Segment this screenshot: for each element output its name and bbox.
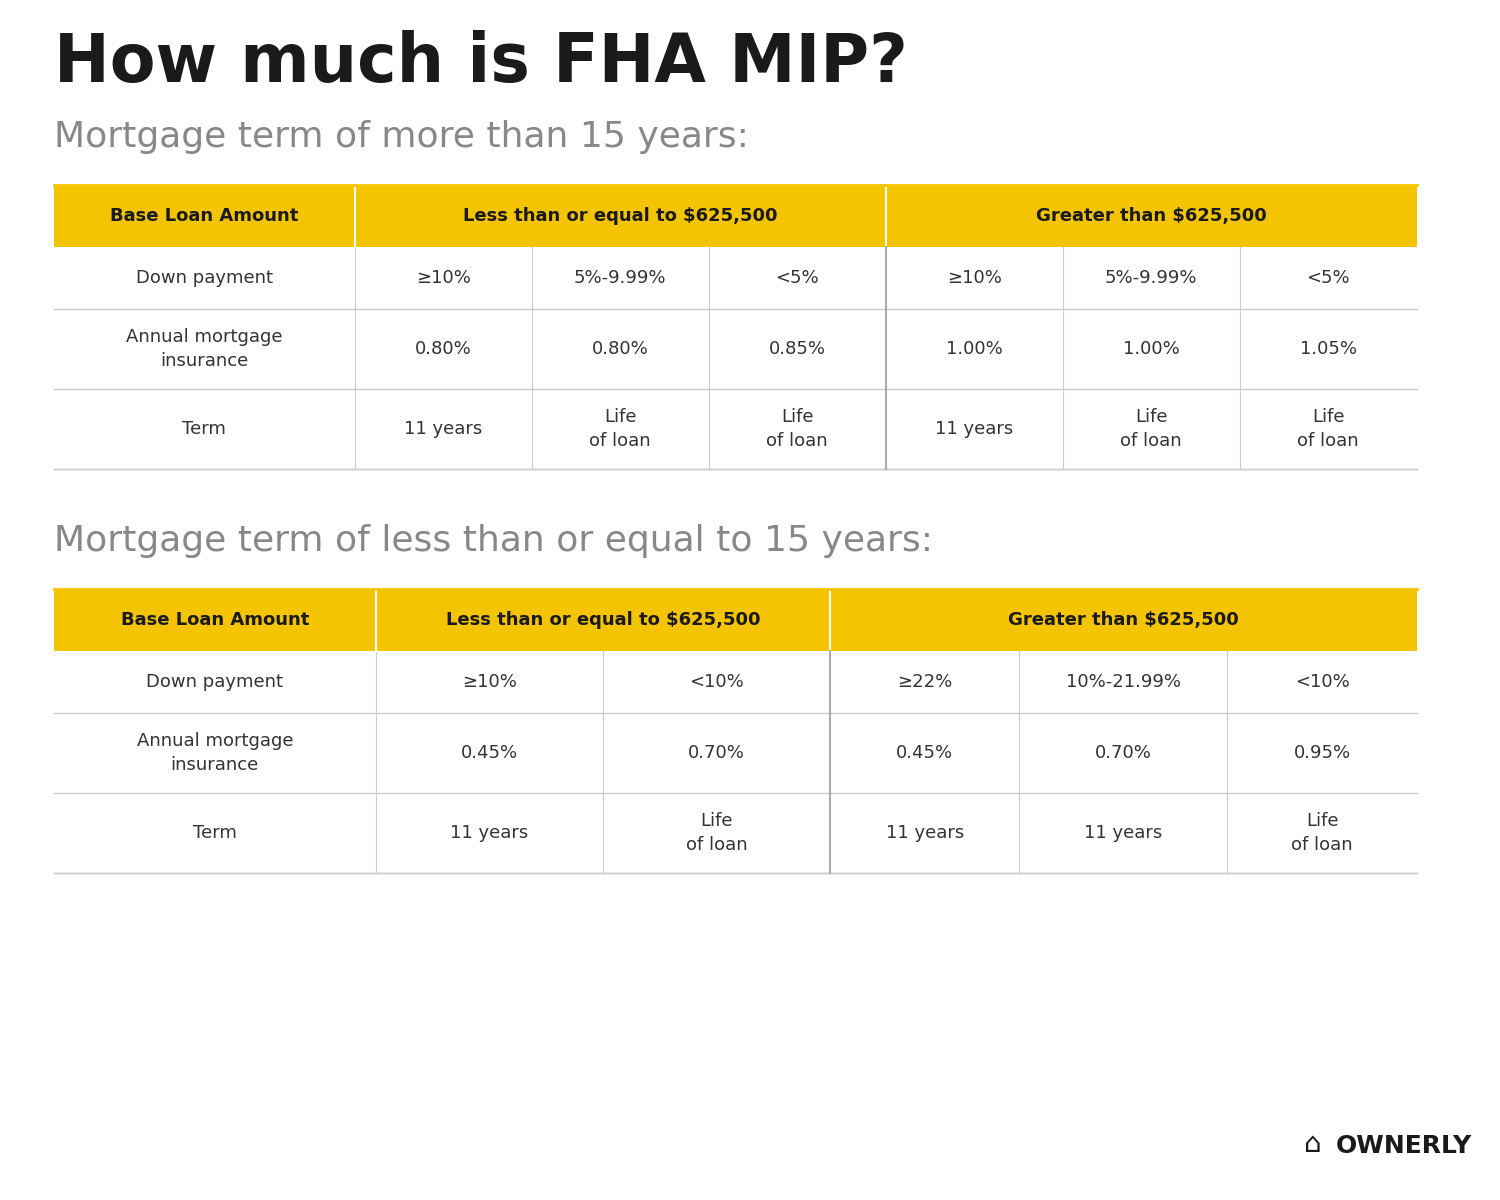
Text: 1.05%: 1.05%	[1300, 340, 1358, 358]
Text: Life
of loan: Life of loan	[686, 812, 747, 853]
Text: Term: Term	[183, 420, 226, 438]
FancyBboxPatch shape	[54, 713, 1417, 793]
Text: <5%: <5%	[1306, 269, 1350, 287]
Text: 11 years: 11 years	[885, 824, 965, 842]
Text: 1.00%: 1.00%	[946, 340, 1002, 358]
Text: <10%: <10%	[1294, 673, 1350, 691]
Text: Life
of loan: Life of loan	[766, 408, 828, 450]
Text: Greater than $625,500: Greater than $625,500	[1008, 611, 1239, 629]
Text: 0.70%: 0.70%	[688, 744, 746, 762]
FancyBboxPatch shape	[54, 650, 1417, 713]
Text: 10%-21.99%: 10%-21.99%	[1066, 673, 1180, 691]
Text: ≥22%: ≥22%	[897, 673, 952, 691]
Text: ≥10%: ≥10%	[462, 673, 516, 691]
Text: ≥10%: ≥10%	[416, 269, 471, 287]
Text: ≥10%: ≥10%	[946, 269, 1002, 287]
Text: Base Loan Amount: Base Loan Amount	[120, 611, 309, 629]
Text: 0.45%: 0.45%	[460, 744, 518, 762]
Text: 11 years: 11 years	[934, 420, 1014, 438]
Text: Mortgage term of less than or equal to 15 years:: Mortgage term of less than or equal to 1…	[54, 524, 933, 558]
Text: ⌂: ⌂	[1304, 1130, 1322, 1158]
Text: Term: Term	[194, 824, 237, 842]
Text: 0.85%: 0.85%	[770, 340, 826, 358]
FancyBboxPatch shape	[54, 589, 1417, 650]
FancyBboxPatch shape	[54, 793, 1417, 872]
FancyBboxPatch shape	[54, 308, 1417, 389]
Text: <5%: <5%	[776, 269, 819, 287]
Text: <10%: <10%	[688, 673, 744, 691]
Text: How much is FHA MIP?: How much is FHA MIP?	[54, 30, 907, 96]
Text: 0.70%: 0.70%	[1095, 744, 1152, 762]
Text: Less than or equal to $625,500: Less than or equal to $625,500	[446, 611, 760, 629]
Text: Greater than $625,500: Greater than $625,500	[1036, 206, 1266, 224]
Text: 1.00%: 1.00%	[1124, 340, 1179, 358]
Text: Life
of loan: Life of loan	[1292, 812, 1353, 853]
Text: Life
of loan: Life of loan	[1120, 408, 1182, 450]
Text: 0.45%: 0.45%	[896, 744, 952, 762]
Text: 5%-9.99%: 5%-9.99%	[1106, 269, 1197, 287]
FancyBboxPatch shape	[54, 389, 1417, 469]
Text: OWNERLY: OWNERLY	[1335, 1134, 1472, 1158]
Text: Annual mortgage
insurance: Annual mortgage insurance	[136, 732, 292, 774]
Text: Base Loan Amount: Base Loan Amount	[110, 206, 298, 224]
Text: 0.80%: 0.80%	[592, 340, 648, 358]
Text: Less than or equal to $625,500: Less than or equal to $625,500	[464, 206, 777, 224]
Text: Down payment: Down payment	[136, 269, 273, 287]
FancyBboxPatch shape	[54, 185, 1417, 247]
Text: Life
of loan: Life of loan	[1298, 408, 1359, 450]
Text: 11 years: 11 years	[404, 420, 483, 438]
Text: 0.80%: 0.80%	[416, 340, 471, 358]
Text: 11 years: 11 years	[450, 824, 528, 842]
Text: 11 years: 11 years	[1084, 824, 1162, 842]
Text: 5%-9.99%: 5%-9.99%	[574, 269, 666, 287]
Text: Life
of loan: Life of loan	[590, 408, 651, 450]
FancyBboxPatch shape	[54, 247, 1417, 308]
Text: Mortgage term of more than 15 years:: Mortgage term of more than 15 years:	[54, 120, 748, 154]
Text: 0.95%: 0.95%	[1293, 744, 1350, 762]
Text: Down payment: Down payment	[147, 673, 284, 691]
Text: Annual mortgage
insurance: Annual mortgage insurance	[126, 328, 282, 370]
